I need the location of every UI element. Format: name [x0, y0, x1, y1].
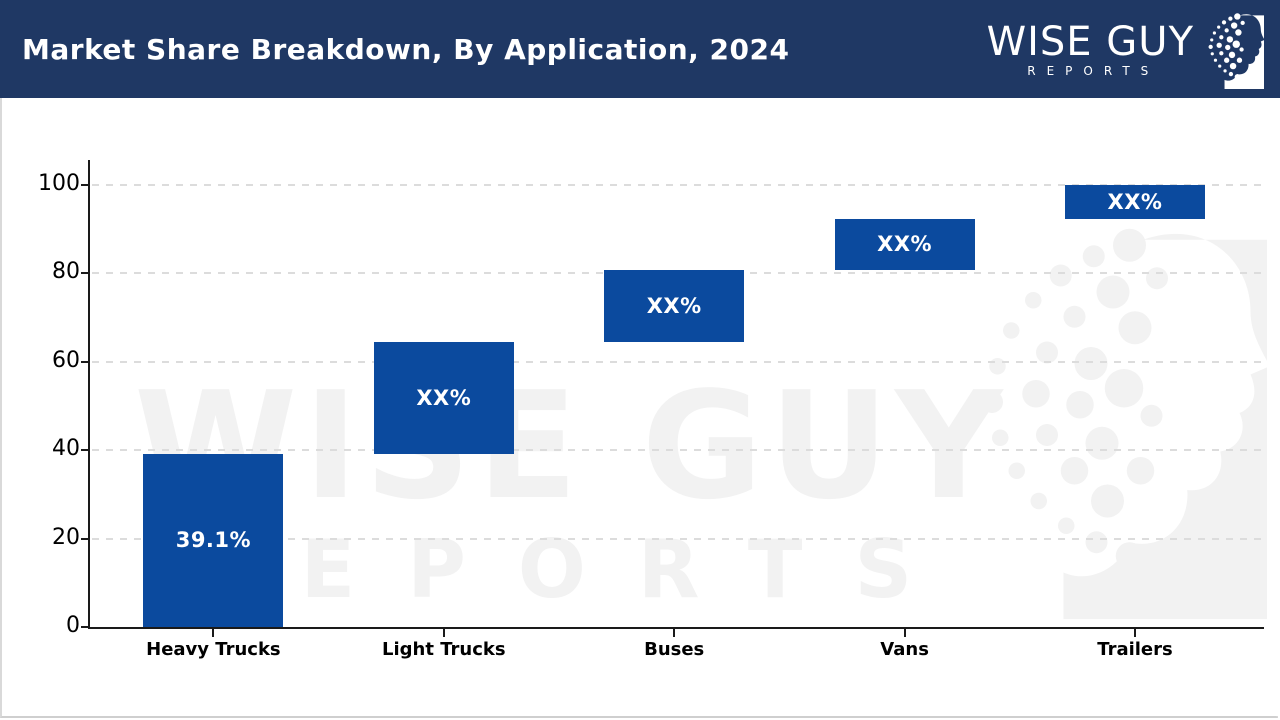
- bar-value-label: XX%: [877, 232, 933, 257]
- bar-vans: XX%: [834, 219, 975, 270]
- y-tick-20: [81, 537, 90, 540]
- y-tick-label-60: 60: [52, 347, 80, 373]
- chart-area: WISE GUY REPORTS 0 20 40 60 80 100 39.1% Heavy …: [2, 98, 1278, 716]
- gridline-60: [92, 360, 1264, 363]
- bar-value-label: 39.1%: [175, 528, 252, 553]
- x-axis-label-buses: Buses: [644, 639, 705, 660]
- x-axis-label-heavy-trucks: Heavy Trucks: [146, 639, 281, 660]
- bar-light-trucks: XX%: [373, 342, 514, 454]
- y-tick-40: [81, 449, 90, 451]
- wise-guy-logo: WISE GUY REPORTS: [987, 6, 1264, 92]
- x-tick-4: [903, 629, 906, 637]
- logo-head-icon: [1200, 6, 1264, 92]
- y-tick-80: [81, 272, 90, 274]
- y-tick-label-20: 20: [52, 524, 80, 550]
- gridline-40: [92, 449, 1264, 451]
- logo-wordmark: WISE GUY: [986, 18, 1194, 65]
- x-tick-2: [442, 629, 445, 637]
- y-tick-label-40: 40: [52, 436, 80, 461]
- y-tick-label-0: 0: [66, 613, 80, 638]
- x-axis-label-light-trucks: Light Trucks: [382, 639, 506, 660]
- y-tick-60: [81, 360, 90, 363]
- x-tick-1: [212, 629, 215, 637]
- bar-value-label: XX%: [1107, 189, 1163, 214]
- page-title: Market Share Breakdown, By Application, …: [22, 32, 790, 66]
- x-tick-3: [673, 629, 676, 637]
- plot-area: 0 20 40 60 80 100 39.1% Heavy Trucks XX% Light Tr…: [2, 98, 1278, 716]
- x-tick-5: [1134, 629, 1136, 637]
- x-axis-line: [88, 627, 1264, 629]
- x-axis-label-trailers: Trailers: [1097, 639, 1173, 660]
- bar-trailers: XX%: [1065, 184, 1205, 219]
- logo-text: WISE GUY REPORTS: [987, 22, 1194, 77]
- y-tick-100: [81, 183, 90, 186]
- y-axis-line: [88, 160, 90, 629]
- gridline-100: [92, 183, 1264, 186]
- y-tick-0: [81, 626, 90, 628]
- x-axis-label-vans: Vans: [880, 639, 929, 660]
- bar-value-label: XX%: [646, 293, 702, 318]
- bar-value-label: XX%: [416, 385, 472, 410]
- logo-subtext: REPORTS: [1027, 63, 1160, 78]
- bar-buses: XX%: [604, 269, 745, 343]
- bar-heavy-trucks: 39.1%: [143, 453, 284, 627]
- y-tick-label-80: 80: [52, 259, 80, 284]
- y-tick-label-100: 100: [38, 170, 80, 196]
- header: Market Share Breakdown, By Application, …: [0, 0, 1280, 98]
- gridline-20: [92, 537, 1264, 540]
